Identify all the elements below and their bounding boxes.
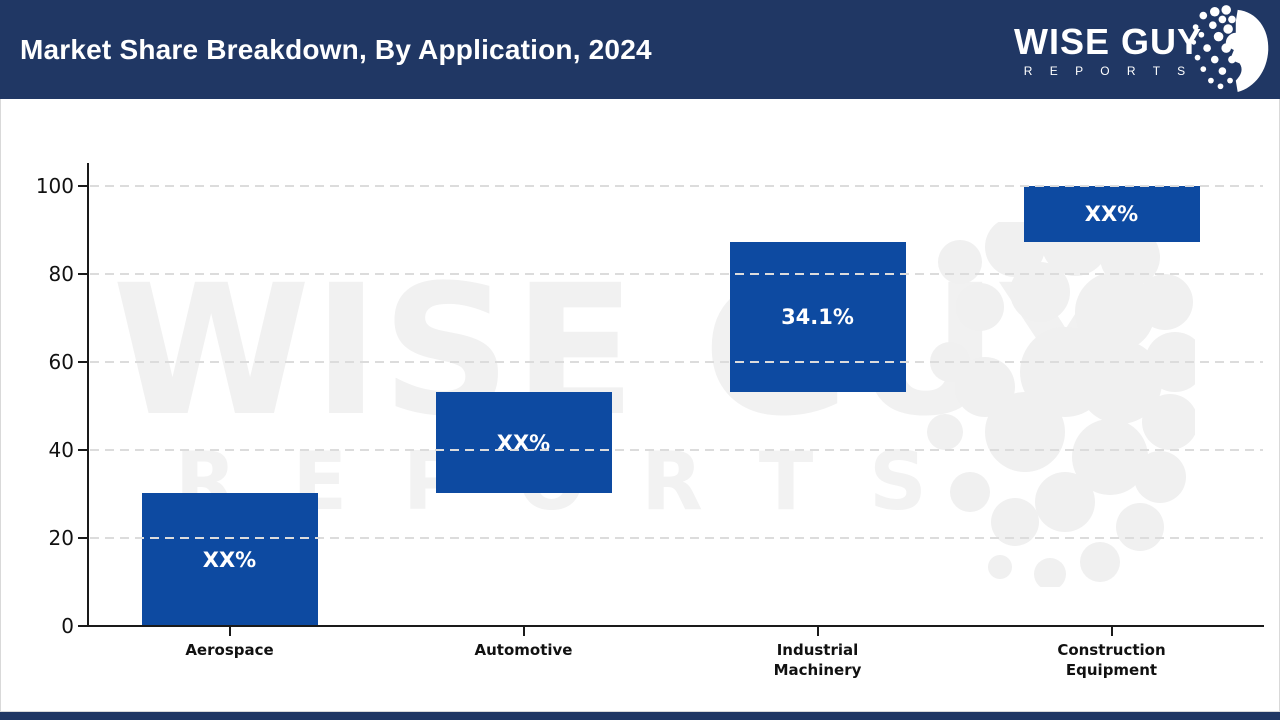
y-axis-tick-label: 100 xyxy=(35,174,74,198)
y-tick-mark xyxy=(78,537,88,539)
bar-value-label: XX% xyxy=(202,547,257,572)
y-tick-mark xyxy=(78,273,88,275)
y-axis-tick-label: 0 xyxy=(61,614,74,638)
x-tick-mark xyxy=(1110,627,1113,636)
bar-industrial-machinery: 34.1% xyxy=(729,242,906,393)
gridline-40 xyxy=(90,449,1263,451)
x-axis-category-label-automotive: Automotive xyxy=(474,641,573,659)
page-title: Market Share Breakdown, By Application, … xyxy=(20,33,652,65)
footer-bar xyxy=(0,712,1280,720)
bar-automotive: XX% xyxy=(435,392,612,494)
y-tick-mark xyxy=(78,185,88,187)
bar-construction-equipment: XX% xyxy=(1023,186,1200,243)
x-tick-mark xyxy=(816,627,819,636)
watermark-face-icon xyxy=(927,222,1195,587)
bar-aerospace: XX% xyxy=(141,493,318,626)
logo-wordmark: WISE GUY R E P O R T S xyxy=(1014,21,1202,78)
y-axis-tick-label: 80 xyxy=(48,262,74,286)
x-axis-category-label-aerospace: Aerospace xyxy=(185,641,274,659)
x-axis-line xyxy=(87,625,1264,627)
logo-reports-text: R E P O R T S xyxy=(1023,64,1193,78)
x-axis-category-label-industrial-machinery: Industrial Machinery xyxy=(773,641,862,679)
wiseguy-logo: WISE GUY R E P O R T S xyxy=(1014,3,1274,96)
bar-value-label: XX% xyxy=(1084,202,1139,227)
gridline-20 xyxy=(90,537,1263,539)
y-tick-mark xyxy=(78,449,88,451)
logo-wiseguy-text: WISE GUY xyxy=(1013,21,1202,62)
y-axis-line xyxy=(87,163,89,627)
y-axis-tick-label: 60 xyxy=(48,350,74,374)
bar-value-label: XX% xyxy=(496,430,551,455)
y-tick-mark xyxy=(78,361,88,363)
header: Market Share Breakdown, By Application, … xyxy=(0,0,1280,99)
bar-value-label: 34.1% xyxy=(781,305,854,330)
gridline-60 xyxy=(90,361,1263,363)
gridline-80 xyxy=(90,273,1263,275)
x-tick-mark xyxy=(522,627,525,636)
y-axis-tick-label: 20 xyxy=(48,526,74,550)
y-axis-tick-label: 40 xyxy=(48,438,74,462)
y-tick-mark xyxy=(78,625,88,627)
x-tick-mark xyxy=(228,627,231,636)
logo-face-icon xyxy=(1191,4,1269,92)
x-axis-category-label-construction-equipment: Construction Equipment xyxy=(1057,641,1166,679)
gridline-100 xyxy=(90,185,1263,187)
